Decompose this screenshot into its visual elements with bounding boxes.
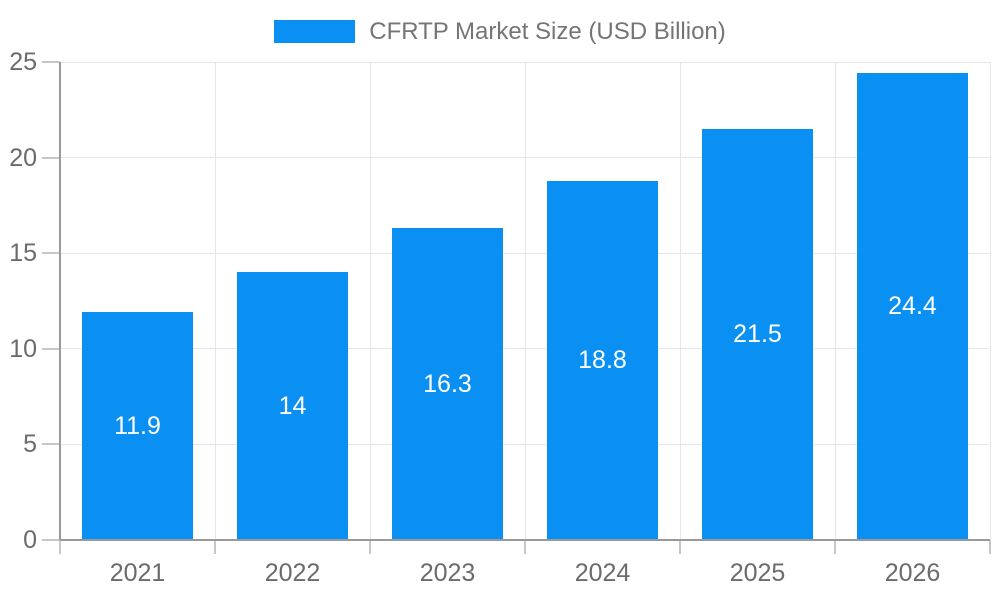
gridline-vertical	[834, 62, 836, 540]
bar-value-label: 16.3	[423, 369, 472, 398]
x-axis-tick	[524, 540, 526, 554]
y-axis-tick	[42, 347, 60, 350]
y-axis-label: 25	[9, 48, 37, 76]
y-axis-tick	[42, 156, 60, 159]
x-axis-tick	[834, 540, 836, 554]
gridline-vertical	[679, 62, 681, 540]
y-axis-label: 5	[23, 430, 37, 459]
y-axis-label: 10	[9, 334, 37, 363]
y-axis-tick	[42, 61, 60, 63]
bar: 18.8	[547, 180, 658, 540]
x-axis-line	[60, 539, 990, 541]
bar-value-label: 18.8	[578, 345, 627, 374]
x-axis-tick	[369, 540, 371, 554]
x-axis-label: 2025	[729, 559, 786, 587]
x-axis-tick	[59, 540, 61, 554]
y-axis-tick	[42, 539, 60, 541]
x-axis-label: 2021	[109, 559, 166, 587]
bar-value-label: 11.9	[114, 411, 161, 440]
x-axis-label: 2022	[264, 559, 321, 587]
y-axis-label: 20	[9, 143, 37, 172]
legend-swatch	[274, 20, 356, 43]
gridline-vertical	[989, 62, 991, 540]
bar: 24.4	[857, 73, 968, 540]
bar: 11.9	[82, 312, 193, 540]
gridline-vertical	[524, 62, 526, 540]
bar-value-label: 14	[278, 391, 307, 420]
x-axis-tick	[214, 540, 216, 554]
legend-label: CFRTP Market Size (USD Billion)	[369, 18, 726, 45]
x-axis-label: 2024	[574, 559, 631, 587]
bar: 21.5	[702, 128, 813, 540]
y-axis-line	[59, 62, 61, 540]
bar-value-label: 24.4	[888, 292, 937, 321]
y-axis-tick	[42, 252, 60, 255]
x-axis-label: 2026	[884, 559, 941, 587]
bar: 16.3	[392, 228, 503, 540]
y-axis-label: 15	[9, 239, 37, 268]
chart-legend: CFRTP Market Size (USD Billion)	[0, 19, 1000, 44]
gridline-vertical	[369, 62, 371, 540]
bar-value-label: 21.5	[733, 319, 782, 348]
bar: 14	[237, 272, 348, 540]
y-axis-tick	[42, 443, 60, 446]
x-axis-tick	[679, 540, 681, 554]
gridline-vertical	[214, 62, 216, 540]
x-axis-label: 2023	[419, 559, 476, 587]
y-axis-label: 0	[23, 526, 37, 554]
x-axis-tick	[989, 540, 991, 554]
